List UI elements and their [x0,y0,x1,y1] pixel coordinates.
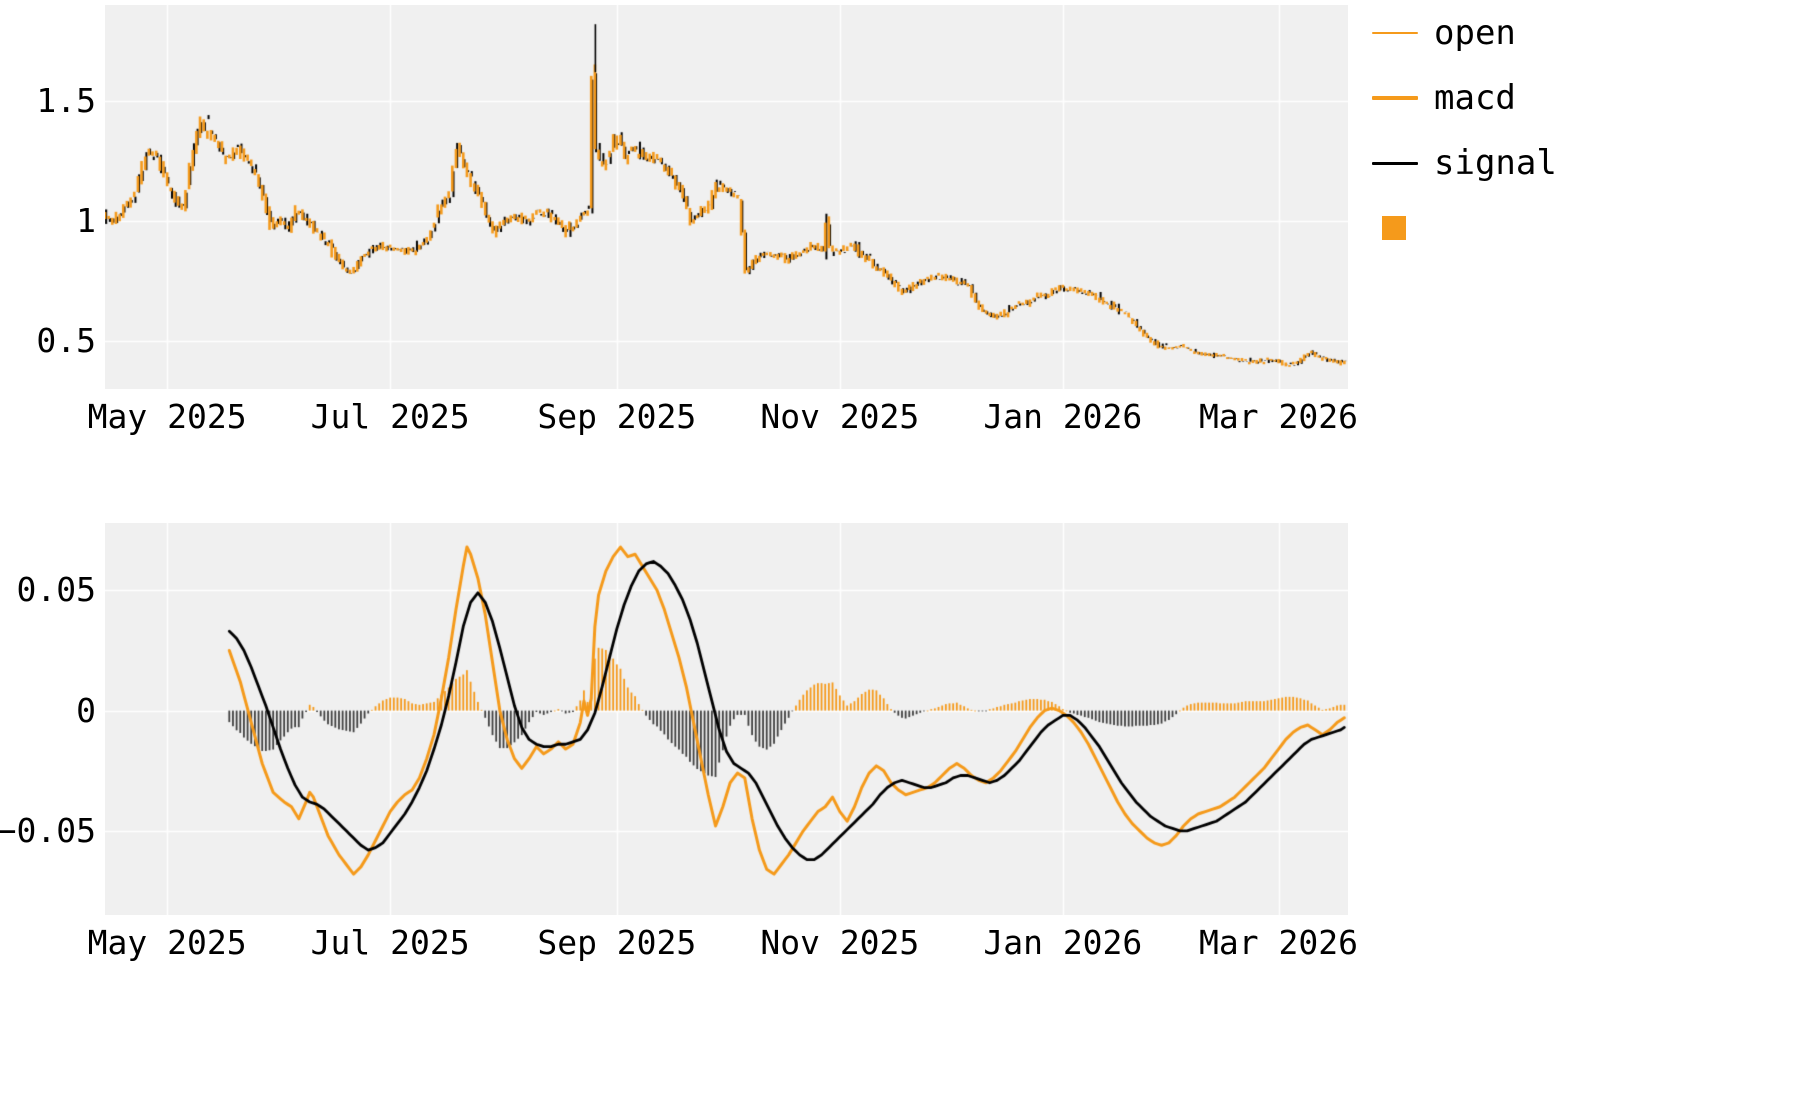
x-tick-label: May 2025 [87,923,247,962]
legend: open macd signal [1372,8,1557,253]
legend-item-macd: macd [1372,73,1557,123]
legend-marker-swatch [1382,216,1406,240]
price-panel-canvas [105,5,1348,389]
legend-macd-swatch [1372,96,1418,100]
x-tick-label: Jul 2025 [310,923,470,962]
legend-item-signal: signal [1372,138,1557,188]
y-tick-label: 0.5 [36,321,96,360]
y-tick-label: −0.05 [0,810,96,850]
legend-item-marker [1372,203,1557,253]
legend-label: open [1434,13,1516,53]
x-tick-label: Nov 2025 [760,923,920,962]
y-tick-label: 0 [76,690,96,730]
x-tick-label: Jan 2026 [983,923,1143,962]
legend-label: macd [1434,78,1516,118]
x-tick-label: Sep 2025 [537,923,697,962]
x-tick-label: Jan 2026 [983,397,1143,436]
y-tick-label: 1 [76,201,96,240]
y-tick-label: 0.05 [16,570,96,610]
x-tick-label: Nov 2025 [760,397,920,436]
legend-signal-swatch [1372,161,1418,165]
legend-label: signal [1434,143,1557,183]
legend-open-swatch [1372,32,1418,34]
x-tick-label: Jul 2025 [310,397,470,436]
x-tick-label: Mar 2026 [1199,923,1358,962]
macd-panel-canvas [105,523,1348,915]
x-tick-label: Mar 2026 [1199,397,1358,436]
x-tick-label: May 2025 [87,397,247,436]
y-tick-label: 1.5 [36,81,96,120]
legend-item-open: open [1372,8,1557,58]
x-tick-label: Sep 2025 [537,397,697,436]
